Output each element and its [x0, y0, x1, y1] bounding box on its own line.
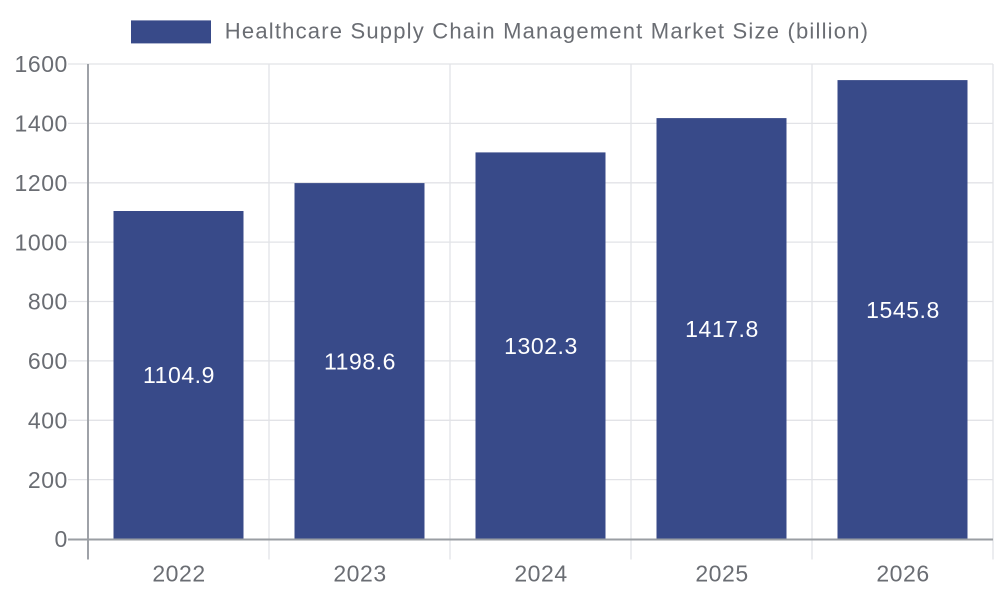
svg-text:1417.8: 1417.8: [685, 316, 759, 342]
svg-text:1545.8: 1545.8: [866, 297, 940, 323]
svg-text:1000: 1000: [15, 229, 68, 255]
svg-text:2023: 2023: [333, 561, 386, 587]
svg-text:0: 0: [55, 526, 68, 552]
svg-text:200: 200: [28, 467, 68, 493]
svg-text:600: 600: [28, 348, 68, 374]
svg-text:1600: 1600: [15, 51, 68, 77]
svg-text:2026: 2026: [876, 561, 929, 587]
svg-text:1302.3: 1302.3: [504, 333, 578, 359]
svg-text:1104.9: 1104.9: [143, 362, 215, 388]
svg-text:2022: 2022: [152, 561, 205, 587]
svg-text:2024: 2024: [514, 561, 567, 587]
svg-text:Healthcare Supply Chain Manage: Healthcare Supply Chain Management Marke…: [225, 18, 869, 43]
svg-text:1200: 1200: [15, 170, 68, 196]
svg-text:400: 400: [28, 408, 68, 434]
svg-text:2025: 2025: [695, 561, 748, 587]
svg-text:800: 800: [28, 289, 68, 315]
svg-text:1400: 1400: [15, 111, 68, 137]
svg-text:1198.6: 1198.6: [324, 348, 396, 374]
